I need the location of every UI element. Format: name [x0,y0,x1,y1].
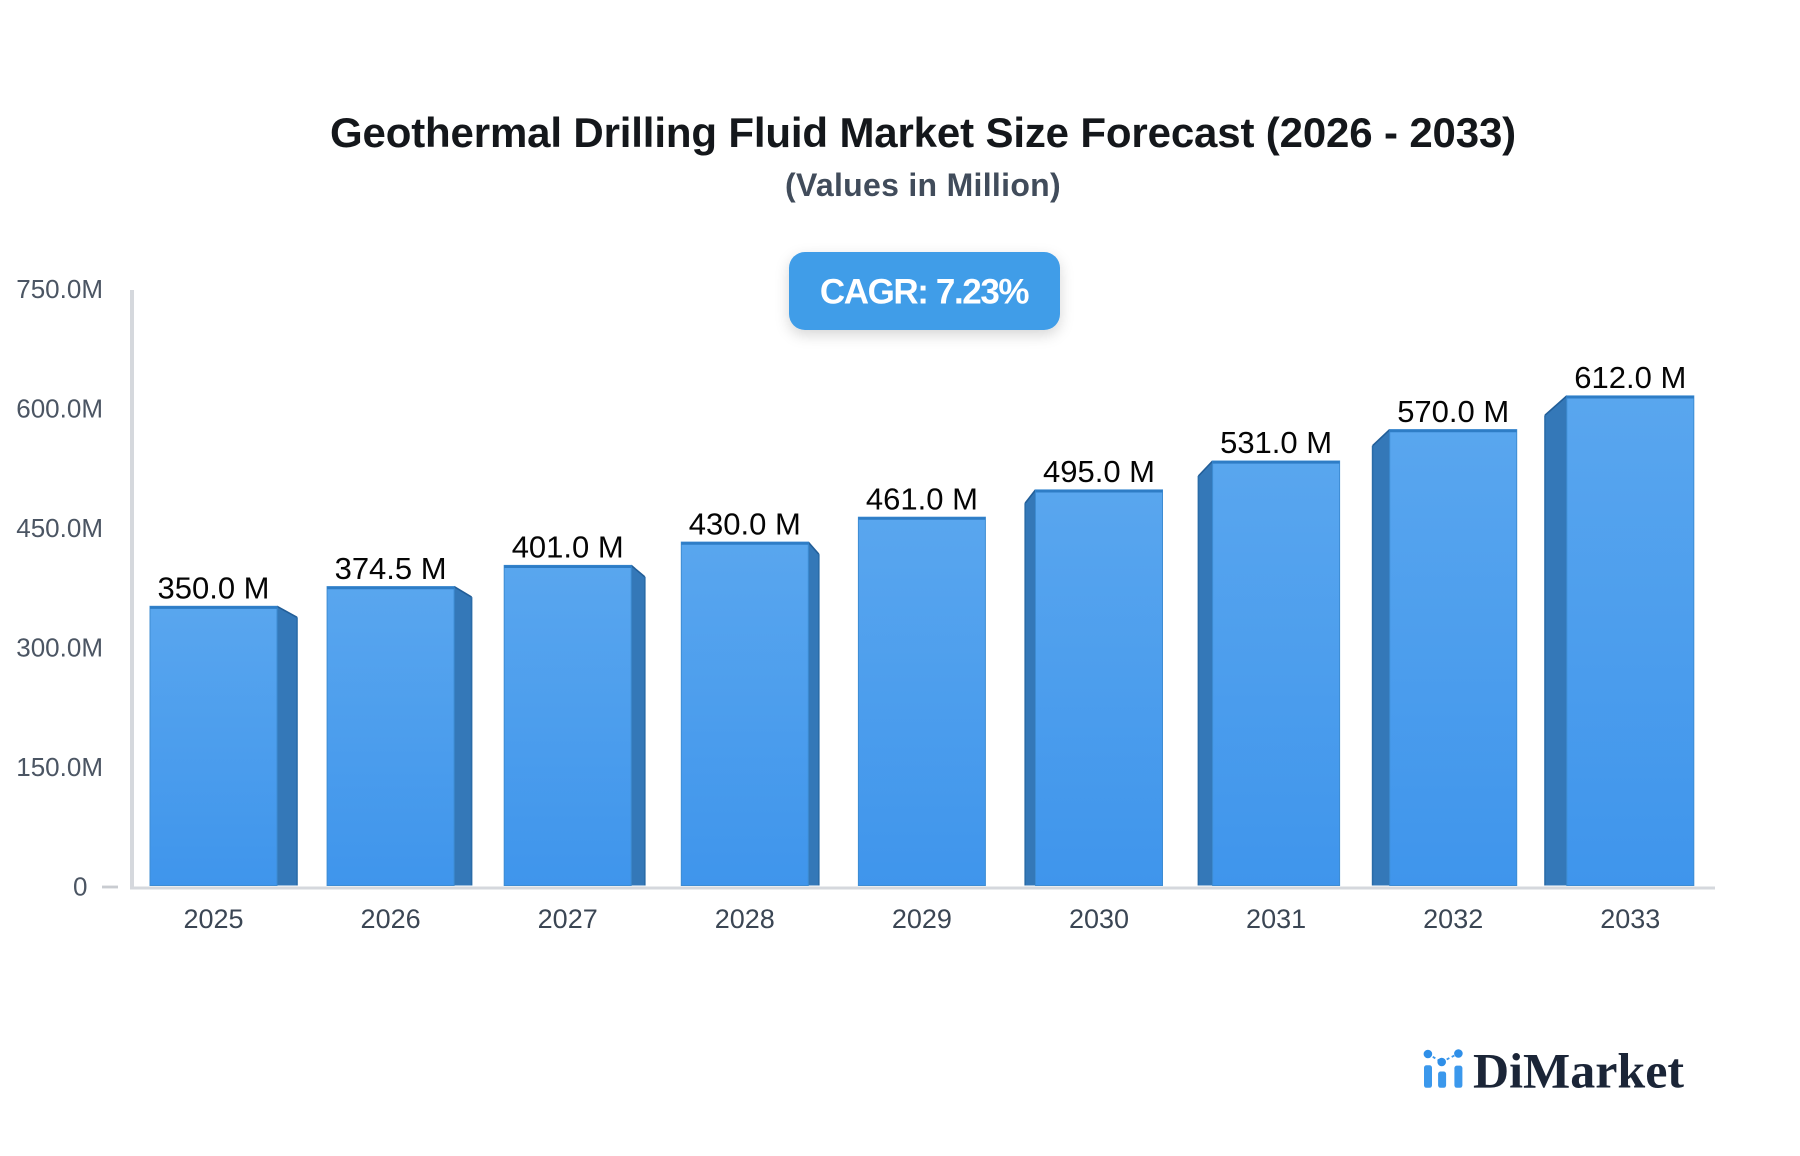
svg-text:461.0 M: 461.0 M [866,481,978,516]
svg-text:2030: 2030 [1069,904,1129,934]
svg-text:Geothermal Drilling Fluid Mark: Geothermal Drilling Fluid Market Size Fo… [330,109,1516,156]
svg-text:374.5 M: 374.5 M [335,551,447,586]
svg-text:150.0M: 150.0M [16,752,103,782]
svg-text:600.0M: 600.0M [16,393,103,423]
svg-text:2026: 2026 [361,904,421,934]
svg-text:0: 0 [73,871,87,901]
svg-text:2025: 2025 [183,904,243,934]
svg-text:450.0M: 450.0M [16,513,103,543]
svg-text:(Values in Million): (Values in Million) [785,167,1061,203]
svg-text:750.0M: 750.0M [16,274,103,304]
svg-text:612.0 M: 612.0 M [1574,360,1686,395]
svg-text:CAGR: 7.23%: CAGR: 7.23% [820,273,1030,312]
svg-text:350.0 M: 350.0 M [157,571,269,606]
svg-text:2029: 2029 [892,904,952,934]
svg-text:570.0 M: 570.0 M [1397,394,1509,429]
svg-text:2033: 2033 [1600,904,1660,934]
svg-text:531.0 M: 531.0 M [1220,425,1332,460]
svg-text:401.0 M: 401.0 M [512,530,624,565]
svg-text:2027: 2027 [538,904,598,934]
svg-text:2028: 2028 [715,904,775,934]
svg-text:300.0M: 300.0M [16,632,103,662]
svg-text:2031: 2031 [1246,904,1306,934]
svg-text:2032: 2032 [1423,904,1483,934]
svg-text:DiMarket: DiMarket [1473,1043,1684,1099]
svg-text:430.0 M: 430.0 M [689,506,801,541]
svg-text:495.0 M: 495.0 M [1043,454,1155,489]
